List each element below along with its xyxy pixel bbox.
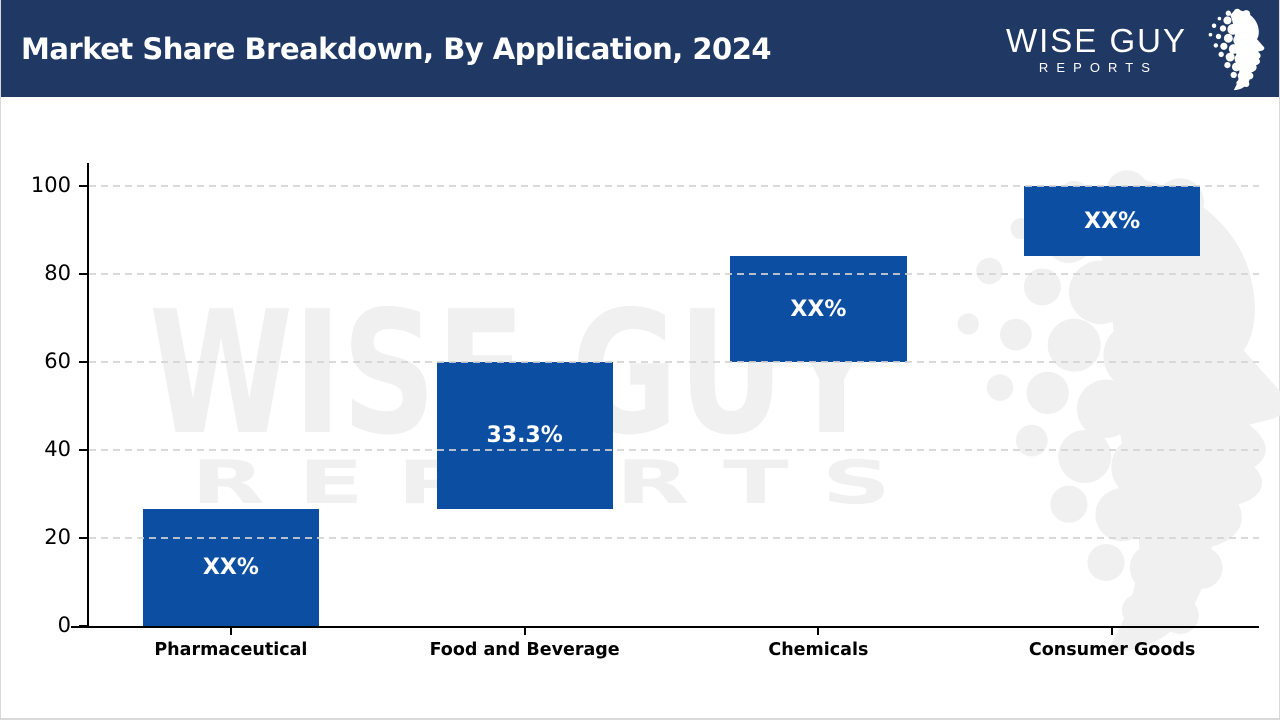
x-tick-mark: [229, 628, 232, 635]
y-tick-label: 60: [44, 349, 71, 373]
y-tick-mark: [79, 273, 87, 275]
y-tick-label: 40: [44, 437, 71, 461]
header-bar: Market Share Breakdown, By Application, …: [1, 0, 1279, 97]
y-tick-mark: [79, 537, 87, 539]
x-axis-line: [71, 626, 1259, 628]
gridline: [89, 185, 1259, 187]
x-category-label: Pharmaceutical: [154, 640, 308, 660]
logo-text: WISE GUY REPORTS: [1006, 24, 1187, 74]
x-category-label: Chemicals: [768, 640, 869, 660]
bar-value-label: XX%: [1084, 208, 1141, 234]
gridline: [89, 273, 1259, 275]
gridline: [89, 361, 1259, 363]
bar-value-label: XX%: [790, 296, 847, 322]
bar-value-label: 33.3%: [486, 422, 563, 448]
y-tick-label: 0: [57, 613, 71, 637]
bar-segment: [142, 508, 319, 626]
gridline: [89, 449, 1259, 451]
x-tick-mark: [1111, 628, 1114, 635]
y-tick-mark: [79, 185, 87, 187]
y-axis-line: [87, 163, 89, 628]
y-tick-label: 100: [30, 173, 71, 197]
gridline: [89, 537, 1259, 539]
bar-value-label: XX%: [202, 554, 259, 580]
x-tick-mark: [523, 628, 526, 635]
y-tick-mark: [79, 625, 87, 627]
y-tick-label: 80: [44, 261, 71, 285]
wiseguy-logo: WISE GUY REPORTS: [1006, 7, 1265, 91]
x-category-label: Consumer Goods: [1028, 640, 1196, 660]
page-title: Market Share Breakdown, By Application, …: [21, 31, 772, 66]
logo-dot-head-icon: [1208, 8, 1265, 90]
y-tick-label: 20: [44, 525, 71, 549]
y-tick-mark: [79, 449, 87, 451]
bar-segment: [436, 362, 613, 509]
logo-wiseguy-label: WISE GUY: [1005, 21, 1187, 59]
x-tick-mark: [817, 628, 820, 635]
y-tick-mark: [79, 361, 87, 363]
x-category-label: Food and Beverage: [429, 640, 620, 660]
logo-reports-label: REPORTS: [1038, 59, 1158, 75]
